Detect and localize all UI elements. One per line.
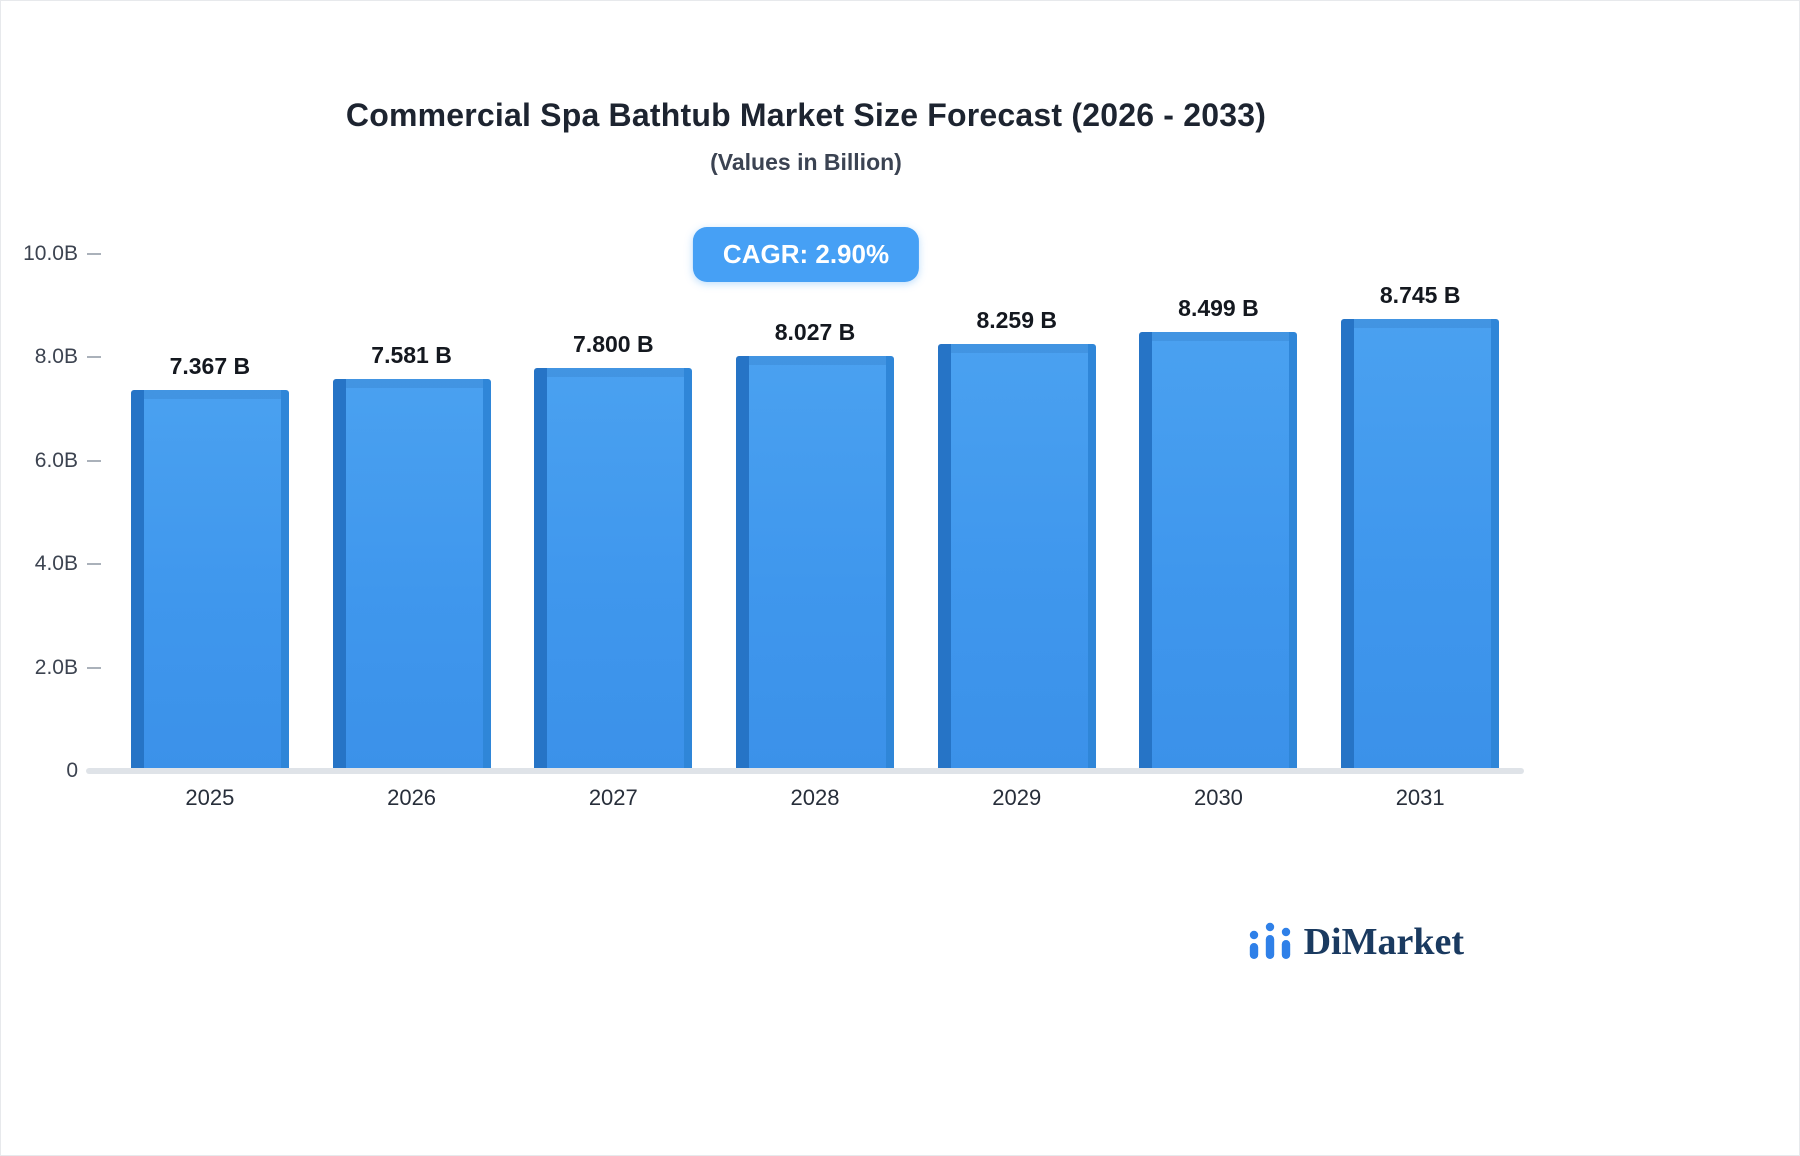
bar <box>1139 332 1298 771</box>
bar-value-label: 7.367 B <box>169 353 251 379</box>
bar-group-2029: 8.259 B <box>916 254 1118 771</box>
dimarket-logo: DiMarket <box>1247 919 1464 961</box>
plot-area: 7.367 B 7.581 B 7.800 B 8.027 B 8.259 B 8.499… <box>109 254 1521 771</box>
y-tick-label: 0 <box>66 759 78 782</box>
bar <box>332 379 491 771</box>
x-axis-label: 2030 <box>1193 785 1243 810</box>
y-axis-tick: 6.0B <box>1 449 101 473</box>
y-axis-tick: 8.0B <box>1 345 101 369</box>
bar <box>736 356 895 771</box>
x-axis-label: 2027 <box>588 785 638 810</box>
x-axis-label: 2028 <box>790 785 840 810</box>
bar-value-label: 8.745 B <box>1379 282 1461 308</box>
y-tick-dash <box>87 253 101 255</box>
bar-group-2028: 8.027 B <box>714 254 916 771</box>
bar-group-2025: 7.367 B <box>109 254 311 771</box>
bar-group-2027: 7.800 B <box>512 254 714 771</box>
x-axis-label: 2025 <box>185 785 235 810</box>
y-tick-dash <box>87 666 101 669</box>
bar-value-label: 8.027 B <box>774 319 856 345</box>
y-tick-dash <box>87 356 101 359</box>
bar-value-label: 7.800 B <box>573 331 654 357</box>
bar-group-2026: 7.581 B <box>311 254 513 771</box>
x-axis-label: 2026 <box>387 785 437 810</box>
x-axis-label: 2029 <box>992 785 1042 810</box>
x-axis: 2025 2026 2027 2028 2029 2030 2031 <box>109 785 1521 811</box>
bar-value-label: 7.581 B <box>371 342 452 368</box>
bar-value-label: 8.259 B <box>976 307 1058 333</box>
bar-group-2030: 8.499 B <box>1118 254 1320 771</box>
bars-row: 7.367 B 7.581 B 7.800 B 8.027 B 8.259 B 8.499… <box>109 254 1521 771</box>
cagr-badge: CAGR: 2.90% <box>692 227 920 282</box>
y-axis-tick: 10.0B <box>1 242 101 266</box>
x-axis-label: 2031 <box>1395 785 1445 810</box>
y-axis-tick: 2.0B <box>1 656 101 680</box>
logo-text: DiMarket <box>1303 921 1464 963</box>
bar-value-label: 8.499 B <box>1178 295 1259 321</box>
y-tick-label: 6.0B <box>34 448 78 472</box>
chart-subtitle: (Values in Billion) <box>710 149 902 175</box>
bar <box>534 368 693 771</box>
bar-group-2031: 8.745 B <box>1319 254 1521 771</box>
bar-chart-icon <box>1249 922 1290 959</box>
y-tick-label: 2.0B <box>34 655 78 679</box>
y-tick-label: 4.0B <box>34 552 78 576</box>
y-axis: 10.0B 8.0B 6.0B 4.0B 2.0B 0 <box>1 242 101 782</box>
bar <box>1341 319 1500 771</box>
y-tick-dash <box>87 459 101 462</box>
chart-title: Commercial Spa Bathtub Market Size Forec… <box>345 97 1267 133</box>
x-axis-baseline <box>86 768 1524 774</box>
y-tick-label: 10.0B <box>23 242 78 265</box>
y-tick-dash <box>87 563 101 566</box>
y-axis-tick: 4.0B <box>1 552 101 576</box>
y-tick-label: 8.0B <box>34 345 78 369</box>
bar <box>130 390 289 771</box>
bar <box>937 344 1096 771</box>
